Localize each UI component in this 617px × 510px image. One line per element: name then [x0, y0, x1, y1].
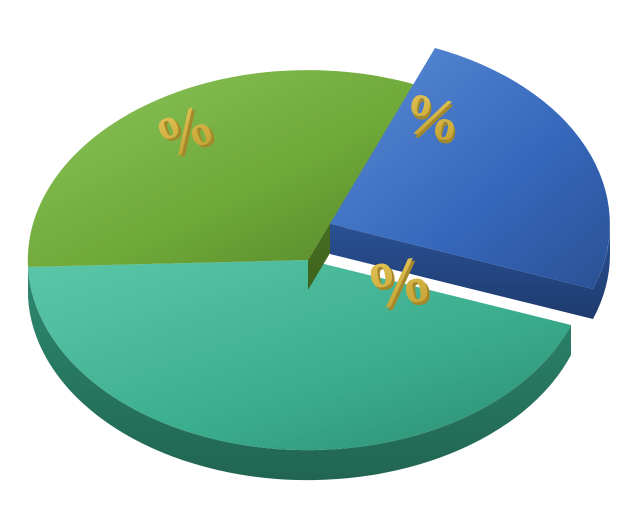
svg-text:%: %: [360, 241, 438, 324]
pie-chart-svg: % % % % % %: [0, 0, 617, 505]
slice-label-teal: % %: [360, 241, 440, 328]
pie-chart-3d: % % % % % %: [0, 0, 617, 505]
